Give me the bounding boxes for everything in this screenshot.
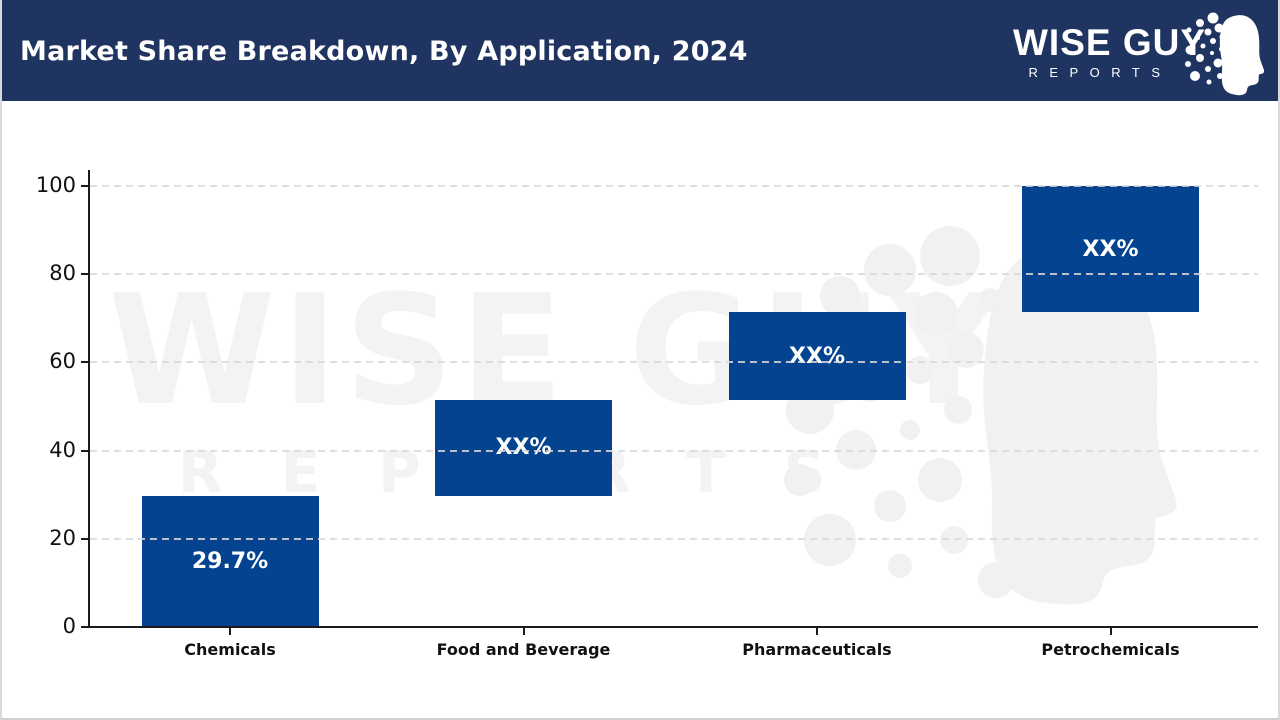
bar-pharmaceuticals: XX% xyxy=(728,312,906,400)
y-tick-mark xyxy=(81,185,89,187)
bar-value-label: XX% xyxy=(1082,236,1139,262)
chart-title: Market Share Breakdown, By Application, … xyxy=(20,36,748,67)
y-tick-label: 100 xyxy=(35,173,76,197)
category-label-pharmaceuticals: Pharmaceuticals xyxy=(742,640,892,659)
y-tick-mark xyxy=(81,361,89,364)
x-tick-mark xyxy=(1109,628,1112,635)
y-tick-mark xyxy=(81,626,89,628)
y-tick-mark xyxy=(81,537,89,540)
wise-guy-reports-logo: WISE GUY REPORTS xyxy=(1013,6,1264,96)
logo-wordmark: WISE GUY xyxy=(1013,22,1207,63)
y-axis-line xyxy=(88,170,90,628)
bar-value-label: XX% xyxy=(495,435,552,461)
y-tick-label: 0 xyxy=(62,614,76,638)
bar-petrochemicals: XX% xyxy=(1022,186,1199,313)
logo-reports-text: REPORTS xyxy=(1028,65,1172,80)
bar-food-and-beverage: XX% xyxy=(435,399,612,496)
gridline-y60 xyxy=(90,361,1258,364)
logo-text: WISE GUY REPORTS xyxy=(1013,22,1207,81)
header-banner: Market Share Breakdown, By Application, … xyxy=(0,0,1280,101)
logo-face-icon xyxy=(1185,12,1264,96)
bar-value-label: 29.7% xyxy=(191,549,269,574)
gridline-y20 xyxy=(90,537,1258,540)
x-axis-line xyxy=(84,626,1258,628)
bar-value-label: XX% xyxy=(789,343,845,369)
y-tick-label: 40 xyxy=(49,437,76,462)
y-tick-label: 20 xyxy=(49,525,76,550)
gridline-y80 xyxy=(90,273,1258,276)
gridline-y40 xyxy=(90,449,1258,452)
x-tick-mark xyxy=(229,628,231,635)
y-tick-label: 80 xyxy=(49,261,76,286)
category-label-chemicals: Chemicals xyxy=(184,640,276,659)
bar-chemicals: 29.7% xyxy=(141,496,319,627)
x-tick-mark xyxy=(816,628,818,635)
category-label-food-and-beverage: Food and Beverage xyxy=(436,640,611,659)
x-tick-mark xyxy=(522,628,525,635)
category-label-petrochemicals: Petrochemicals xyxy=(1041,640,1180,659)
y-tick-mark xyxy=(81,273,89,276)
y-tick-label: 60 xyxy=(49,349,76,374)
gridline-y100 xyxy=(90,185,1258,187)
y-tick-mark xyxy=(81,449,89,452)
